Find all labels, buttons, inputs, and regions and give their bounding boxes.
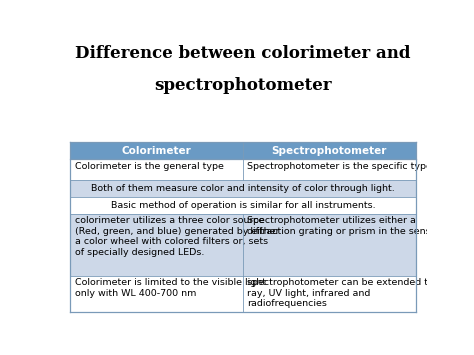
Text: spectrophotometer: spectrophotometer <box>154 77 332 94</box>
Bar <box>70 275 416 312</box>
Text: Colorimeter is limited to the visible light
only with WL 400-700 nm: Colorimeter is limited to the visible li… <box>75 278 266 298</box>
Text: Difference between colorimeter and: Difference between colorimeter and <box>75 45 410 62</box>
Text: Colorimeter: Colorimeter <box>122 146 191 156</box>
Text: spectrophotometer can be extended to x-
ray, UV light, infrared and
radiofrequen: spectrophotometer can be extended to x- … <box>247 278 446 308</box>
Text: Spectrophotometer: Spectrophotometer <box>272 146 387 156</box>
Bar <box>70 180 416 197</box>
Bar <box>70 197 416 214</box>
Bar <box>70 159 416 180</box>
Bar <box>70 214 416 275</box>
Text: colorimeter utilizes a three color source
(Red, green, and blue) generated by ei: colorimeter utilizes a three color sourc… <box>75 216 279 257</box>
Text: Spectrophotometer utilizes either a
diffraction grating or prism in the sensor: Spectrophotometer utilizes either a diff… <box>247 216 441 236</box>
Text: Basic method of operation is similar for all instruments.: Basic method of operation is similar for… <box>110 201 375 210</box>
Text: Colorimeter is the general type: Colorimeter is the general type <box>75 162 224 171</box>
Bar <box>70 142 416 159</box>
Text: Both of them measure color and intensity of color through light.: Both of them measure color and intensity… <box>91 184 395 193</box>
Text: Spectrophotometer is the specific type.: Spectrophotometer is the specific type. <box>247 162 435 171</box>
